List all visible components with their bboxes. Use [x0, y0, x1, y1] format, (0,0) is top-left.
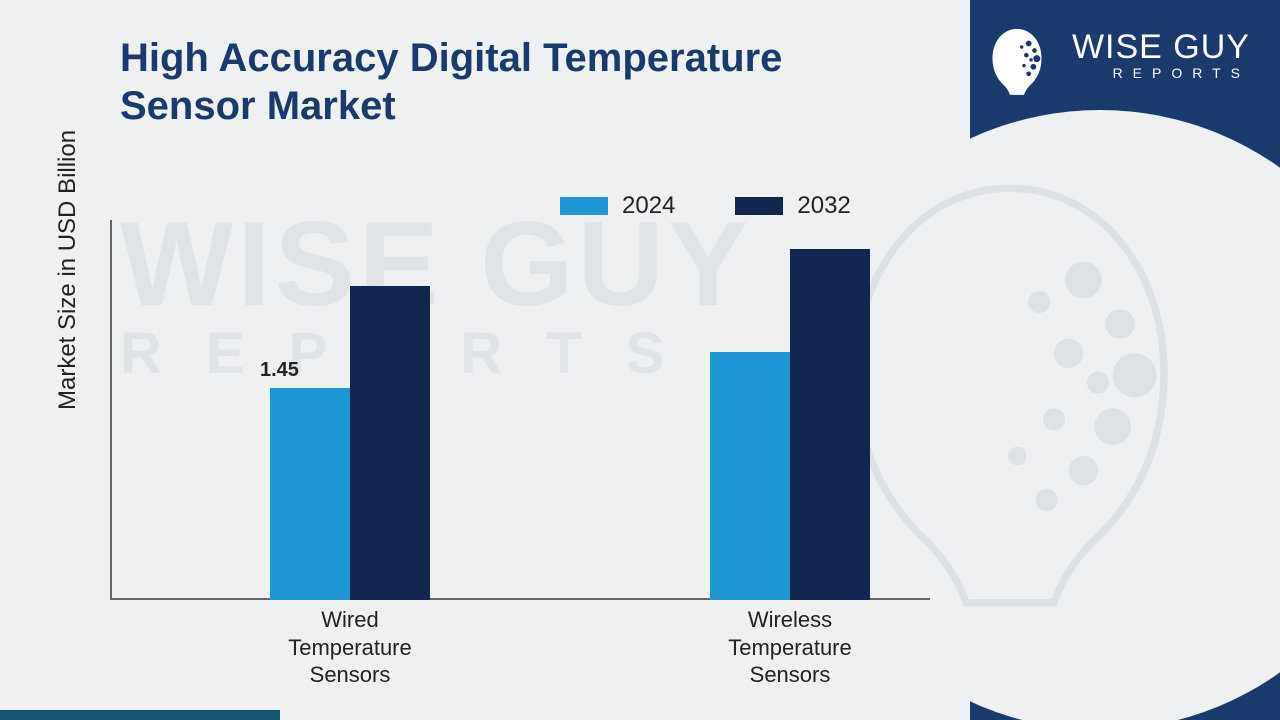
- legend-label-2032: 2032: [797, 192, 850, 220]
- chart-title: High Accuracy Digital Temperature Sensor…: [120, 34, 840, 130]
- legend-item-2024: 2024: [560, 192, 675, 220]
- chart-legend: 2024 2032: [560, 192, 851, 220]
- x-category-label: WiredTemperatureSensors: [240, 606, 460, 689]
- brand-main-text: WISE GUY: [1072, 28, 1250, 67]
- y-axis-line: [110, 220, 112, 600]
- x-category-label: WirelessTemperatureSensors: [680, 606, 900, 689]
- chart-plot-area: 1.45 WiredTemperatureSensorsWirelessTemp…: [110, 220, 930, 600]
- legend-label-2024: 2024: [622, 192, 675, 220]
- bar-2032-1: [790, 249, 870, 600]
- bar-2032-0: [350, 286, 430, 600]
- legend-swatch-2024: [560, 197, 608, 215]
- bar-value-label: 1.45: [260, 359, 299, 382]
- brand-sub-text: REPORTS: [1072, 65, 1250, 81]
- chart-canvas: High Accuracy Digital Temperature Sensor…: [0, 0, 1280, 720]
- y-axis-label: Market Size in USD Billion: [54, 130, 82, 410]
- legend-item-2032: 2032: [735, 192, 850, 220]
- brand-logo-text: WISE GUY REPORTS: [1072, 28, 1250, 81]
- bar-2024-0: [270, 388, 350, 600]
- legend-swatch-2032: [735, 197, 783, 215]
- bar-2024-1: [710, 352, 790, 600]
- bottom-accent-strip: [0, 710, 280, 720]
- brand-head-icon: [982, 26, 1052, 96]
